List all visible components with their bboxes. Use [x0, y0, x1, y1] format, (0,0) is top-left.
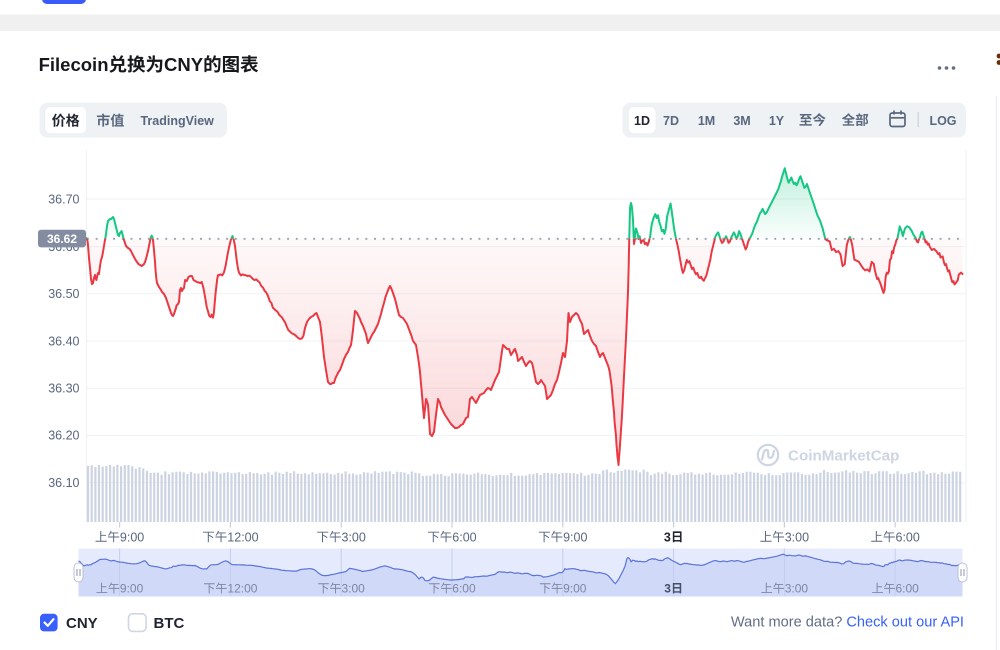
svg-text:3:00: 3:00	[342, 582, 366, 596]
svg-text:7D: 7D	[663, 114, 679, 128]
svg-text:36.40: 36.40	[48, 334, 79, 348]
svg-text:Want more data? Check out our: Want more data? Check out our API	[731, 615, 964, 631]
svg-text:3:00: 3:00	[342, 530, 366, 544]
svg-text:36.70: 36.70	[48, 192, 79, 206]
svg-text:LOG: LOG	[929, 114, 956, 128]
svg-text:Filecoin: Filecoin	[39, 54, 109, 75]
svg-text:36.62: 36.62	[47, 232, 77, 246]
svg-text:9:00: 9:00	[563, 582, 587, 596]
svg-text:CoinMarketCap: CoinMarketCap	[788, 448, 899, 465]
svg-text:36.30: 36.30	[48, 382, 79, 396]
svg-text:CNY: CNY	[66, 615, 98, 632]
svg-text:3M: 3M	[733, 114, 750, 128]
svg-text:3: 3	[664, 582, 671, 596]
svg-text:12:00: 12:00	[227, 530, 258, 544]
svg-text:9:00: 9:00	[563, 530, 587, 544]
svg-text:1M: 1M	[698, 114, 715, 128]
svg-text:1D: 1D	[634, 114, 650, 128]
svg-text:6:00: 6:00	[896, 582, 920, 596]
svg-text:TradingView: TradingView	[140, 114, 214, 128]
svg-text:12:00: 12:00	[227, 582, 257, 596]
svg-text:6:00: 6:00	[452, 582, 476, 596]
svg-text:1Y: 1Y	[769, 114, 785, 128]
svg-text:36.50: 36.50	[48, 287, 79, 301]
svg-text:6:00: 6:00	[452, 530, 476, 544]
svg-text:3:00: 3:00	[785, 530, 809, 544]
svg-text:9:00: 9:00	[120, 582, 144, 596]
svg-text:CNY: CNY	[164, 54, 204, 75]
svg-text:36.20: 36.20	[48, 429, 79, 443]
svg-text:3: 3	[664, 530, 671, 544]
svg-text:BTC: BTC	[154, 615, 185, 632]
svg-text:9:00: 9:00	[120, 530, 144, 544]
svg-text:6:00: 6:00	[896, 530, 920, 544]
svg-text:36.10: 36.10	[48, 476, 79, 490]
svg-text:3:00: 3:00	[785, 582, 809, 596]
